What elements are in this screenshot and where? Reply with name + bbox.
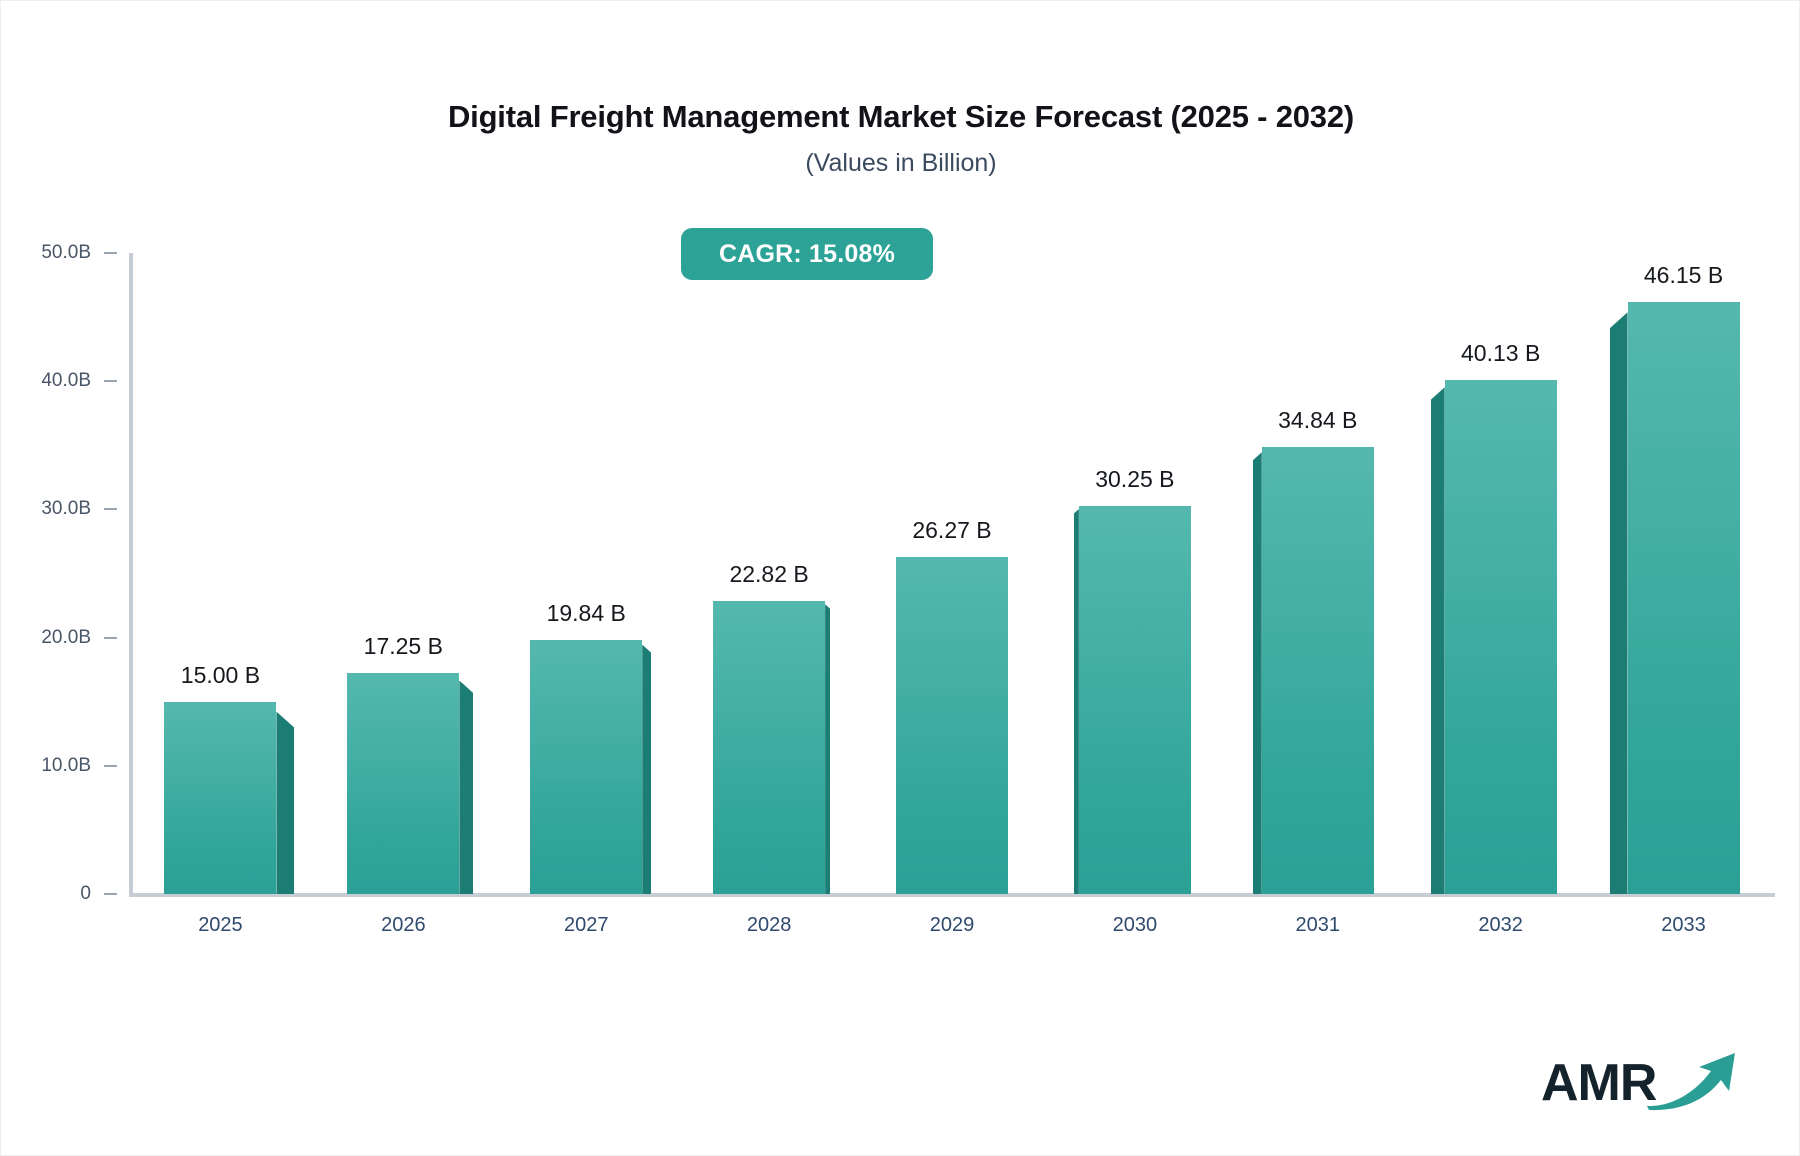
bar-front-face: [164, 701, 277, 894]
y-axis-tick-mark: [104, 636, 117, 639]
y-axis-line: [129, 253, 133, 897]
y-axis-tick-mark: [104, 508, 117, 511]
chart-subtitle: (Values in Billion): [805, 149, 997, 177]
x-axis-label-2026: 2026: [381, 914, 426, 936]
bar-value-label: 17.25 B: [363, 632, 443, 659]
y-axis-tick-mark: [104, 252, 117, 254]
cagr-badge: CAGR: 15.08%: [681, 228, 933, 280]
bar-2027[interactable]: [530, 639, 652, 894]
y-axis-tick-mark: [104, 893, 117, 895]
bar-2025[interactable]: [164, 701, 295, 894]
x-axis-label-2031: 2031: [1295, 914, 1341, 936]
x-axis-label-2032: 2032: [1478, 914, 1523, 936]
bar-value-label: 19.84 B: [546, 599, 626, 626]
bar-value-label: 30.25 B: [1095, 466, 1175, 493]
bar-value-label: 22.82 B: [729, 561, 809, 588]
bar-side-face: [1252, 452, 1262, 894]
bar-front-face: [1078, 506, 1191, 894]
y-axis-tick: 20.0B: [1, 626, 125, 648]
amr-logo: AMR: [1541, 1037, 1741, 1115]
y-axis-tick-label: 0: [80, 883, 91, 904]
bar-front-face: [1444, 379, 1557, 894]
bar-2032[interactable]: [1430, 379, 1557, 894]
y-axis-tick-label: 40.0B: [41, 370, 91, 392]
bar-value-label: 40.13 B: [1461, 339, 1541, 366]
y-axis-tick-label: 20.0B: [41, 626, 91, 648]
bar-side-face: [459, 680, 474, 894]
growth-arrow-icon: [1647, 1053, 1735, 1111]
bar-value-label: 15.00 B: [180, 661, 261, 688]
y-axis-tick-mark: [104, 764, 117, 767]
y-axis-tick: 30.0B: [1, 498, 125, 520]
bar-front-face: [713, 601, 826, 894]
bar-2031[interactable]: [1252, 447, 1374, 894]
cagr-badge-label: CAGR: 15.08%: [718, 239, 896, 268]
y-axis-tick: 50.0B: [1, 242, 125, 263]
bar-side-face: [276, 711, 295, 894]
bar-side-face: [825, 604, 831, 894]
bar-2030[interactable]: [1073, 506, 1191, 894]
x-axis-line: [129, 893, 1775, 897]
bar-front-face: [896, 557, 1008, 894]
x-axis-label-2033: 2033: [1661, 914, 1706, 936]
y-axis-tick-label: 30.0B: [41, 498, 91, 520]
bar-side-face: [1609, 312, 1628, 894]
bar-value-label: 26.27 B: [912, 517, 992, 544]
y-axis-tick: 40.0B: [1, 370, 125, 392]
page-title: Digital Freight Management Market Size F…: [447, 99, 1355, 134]
bar-side-face: [1430, 387, 1445, 894]
y-axis-tick: 0: [1, 883, 125, 904]
x-axis-label-2029: 2029: [929, 914, 975, 936]
x-axis-label-2027: 2027: [563, 914, 609, 936]
bar-side-face: [1073, 508, 1079, 894]
bar-2028[interactable]: [713, 601, 831, 894]
bar-side-face: [642, 644, 652, 894]
bar-value-label: 46.15 B: [1643, 262, 1724, 289]
y-axis-tick-label: 10.0B: [41, 754, 91, 776]
y-axis-tick-mark: [104, 380, 117, 383]
bar-value-label: 34.84 B: [1278, 407, 1358, 434]
bar-2026[interactable]: [347, 672, 474, 894]
bar-2033[interactable]: [1609, 302, 1740, 894]
bar-front-face: [1627, 302, 1740, 894]
y-axis-tick: 10.0B: [1, 754, 125, 776]
x-axis-label-2025: 2025: [198, 914, 243, 936]
x-axis-label-2030: 2030: [1112, 914, 1158, 936]
x-axis-label-2028: 2028: [746, 914, 792, 936]
amr-logo-text: AMR: [1541, 1054, 1657, 1112]
bar-front-face: [1261, 447, 1374, 894]
bar-2029[interactable]: [896, 557, 1008, 894]
bar-front-face: [530, 639, 643, 894]
y-axis-tick-label: 50.0B: [41, 242, 91, 263]
bar-front-face: [347, 672, 460, 894]
